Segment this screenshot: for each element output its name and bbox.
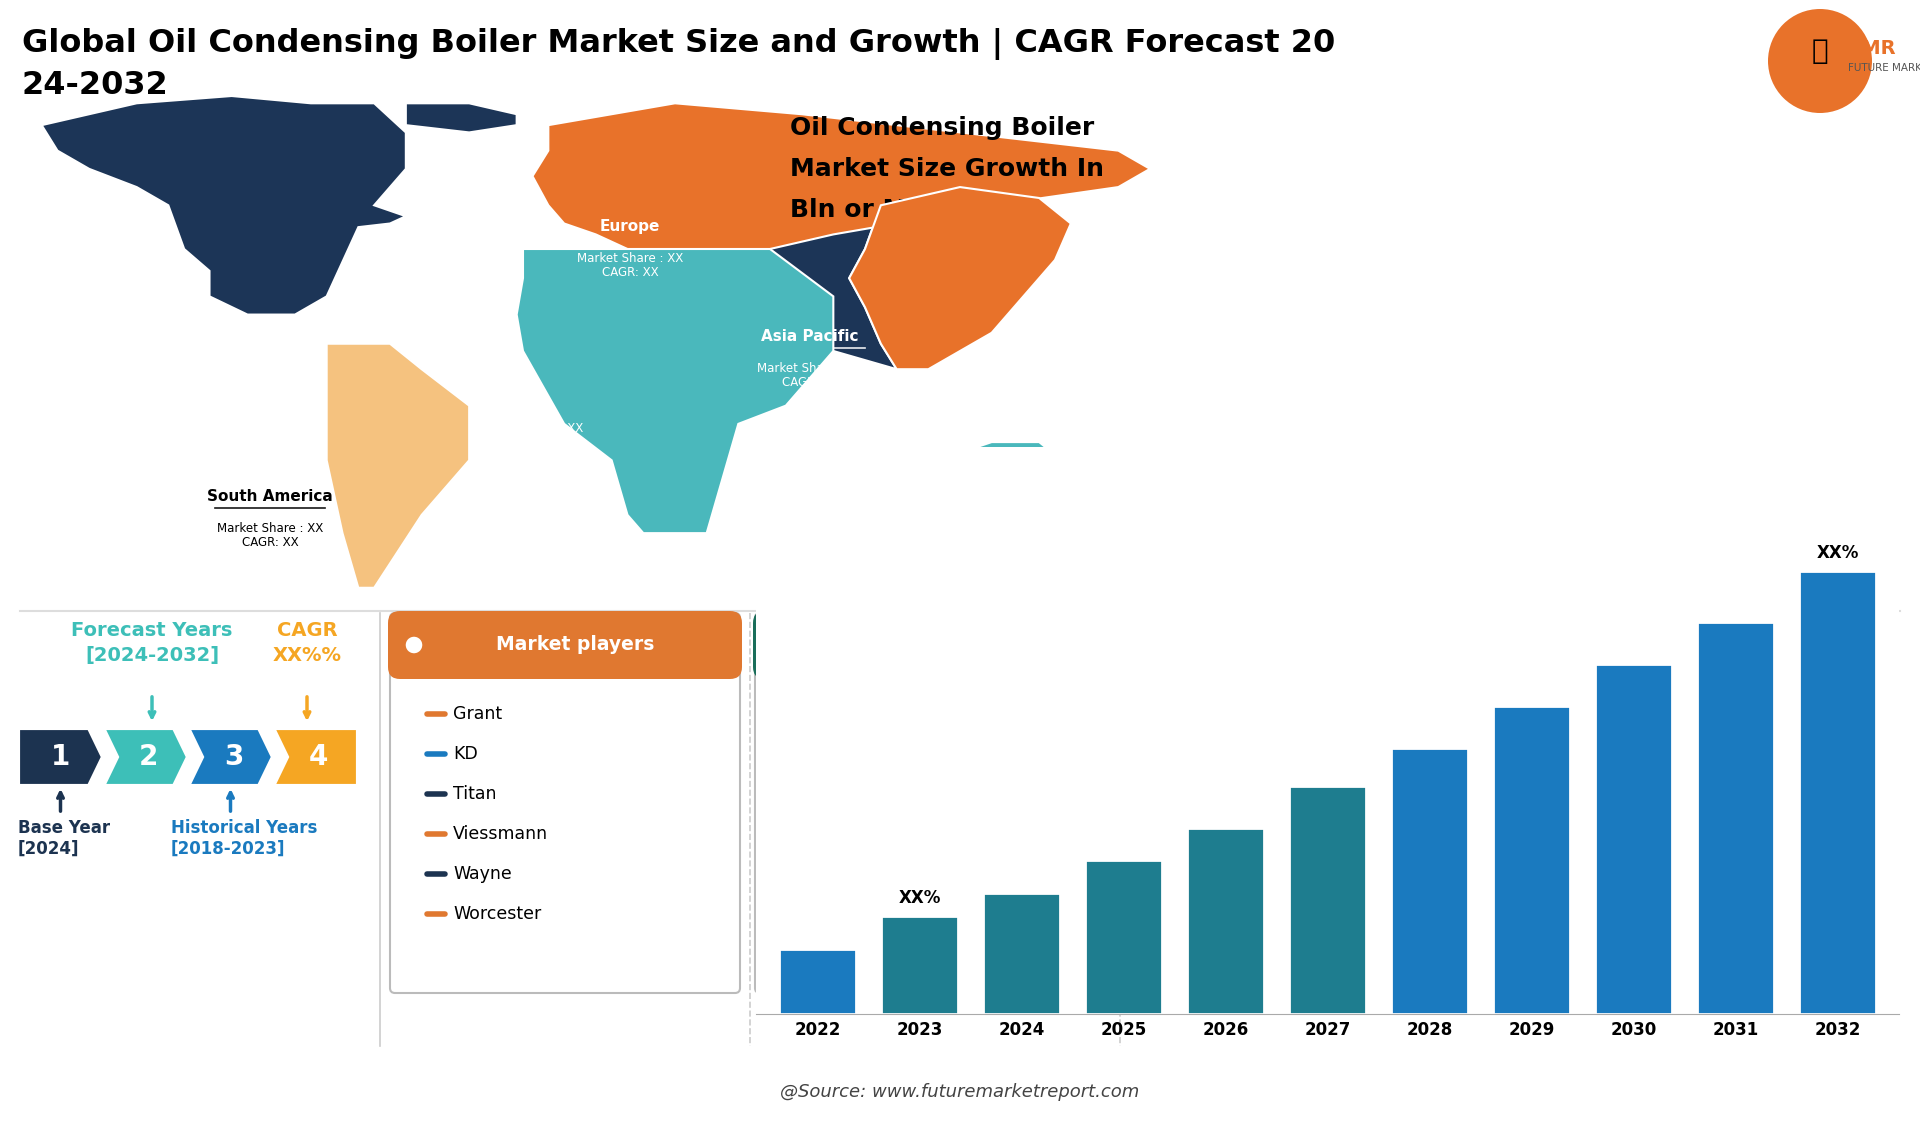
Bar [780,949,856,1014]
Text: Market Share : XX: Market Share : XX [476,422,584,435]
Text: FUTURE MARKET REPORT: FUTURE MARKET REPORT [1847,63,1920,73]
Text: XX%: XX% [1816,543,1859,562]
Polygon shape [935,442,1071,533]
Circle shape [1768,9,1872,113]
Text: Grant: Grant [453,705,503,723]
Text: 1: 1 [50,743,71,771]
Text: Market Share : XX: Market Share : XX [217,521,323,535]
Polygon shape [188,728,273,786]
Text: Titan: Titan [453,785,497,803]
Text: KD: KD [453,745,478,763]
Text: Internal: Internal [818,745,885,763]
Text: Industrial: Industrial [1188,705,1269,723]
Text: External: External [818,705,891,723]
Text: Asia Pacific: Asia Pacific [760,329,858,344]
Text: 4: 4 [309,743,328,771]
Bar [983,893,1060,1014]
Polygon shape [532,103,1150,257]
Bar [1596,665,1672,1014]
Text: 🦅: 🦅 [1812,37,1828,65]
Text: South America: South America [207,489,332,504]
Text: Oil Condensing Boiler
Market Size Growth In
Bln or Mln: Oil Condensing Boiler Market Size Growth… [789,116,1104,222]
Polygon shape [516,249,833,533]
Text: Residential: Residential [1188,785,1284,803]
Bar [881,917,958,1014]
Text: North
America: North America [150,312,221,344]
FancyBboxPatch shape [390,613,739,992]
Text: CAGR: XX: CAGR: XX [242,536,298,549]
Polygon shape [849,187,1071,369]
Polygon shape [405,103,516,133]
FancyBboxPatch shape [753,611,1108,678]
Text: FMR: FMR [1847,39,1895,57]
Bar [1187,827,1263,1014]
Text: Market Share : XX: Market Share : XX [756,362,864,375]
Bar [1799,571,1876,1014]
Bar [1697,622,1774,1014]
Polygon shape [104,728,188,786]
Bar [1085,861,1162,1014]
FancyBboxPatch shape [1125,613,1475,992]
FancyBboxPatch shape [388,611,741,678]
Polygon shape [273,728,357,786]
Text: By application: By application [1235,636,1386,654]
Text: XX%: XX% [899,889,941,906]
Bar [1290,786,1365,1014]
Text: CAGR: XX: CAGR: XX [781,376,839,388]
Polygon shape [659,125,1150,369]
Polygon shape [326,344,468,588]
Text: 3: 3 [225,743,244,771]
Circle shape [1139,635,1160,656]
Text: Market players: Market players [495,636,655,654]
Text: Historical Years: Historical Years [171,819,317,837]
Text: Europe: Europe [599,219,660,234]
Text: Viessmann: Viessmann [453,825,547,843]
Text: CAGR: XX: CAGR: XX [601,266,659,278]
Text: Forecast Years
[2024-2032]: Forecast Years [2024-2032] [71,621,232,665]
Circle shape [770,635,789,656]
Text: By type: By type [900,636,981,654]
Circle shape [403,635,424,656]
Text: [2024]: [2024] [17,840,79,858]
Text: Market Share : XX: Market Share : XX [132,362,238,375]
Text: Light: Light [1188,745,1231,763]
Text: 2: 2 [138,743,157,771]
Text: [2018-2023]: [2018-2023] [171,840,286,858]
Text: 24-2032: 24-2032 [21,70,169,101]
Text: Global Oil Condensing Boiler Market Size and Growth | CAGR Forecast 20: Global Oil Condensing Boiler Market Size… [21,28,1334,60]
Bar [1392,748,1469,1014]
FancyBboxPatch shape [755,613,1106,992]
Text: Base Year: Base Year [17,819,109,837]
Text: MEA: MEA [511,388,549,405]
Text: CAGR: XX: CAGR: XX [157,376,213,388]
Text: @Source: www.futuremarketreport.com: @Source: www.futuremarketreport.com [780,1083,1140,1101]
Text: Worcester: Worcester [453,905,541,923]
Text: Market Share : XX: Market Share : XX [576,252,684,265]
Text: Wayne: Wayne [453,865,513,884]
Text: CAGR: XX: CAGR: XX [501,435,559,449]
Polygon shape [42,96,405,314]
FancyBboxPatch shape [1123,611,1476,678]
Bar [1494,706,1571,1014]
Polygon shape [17,728,104,786]
Text: CAGR
XX%%: CAGR XX%% [273,621,342,665]
